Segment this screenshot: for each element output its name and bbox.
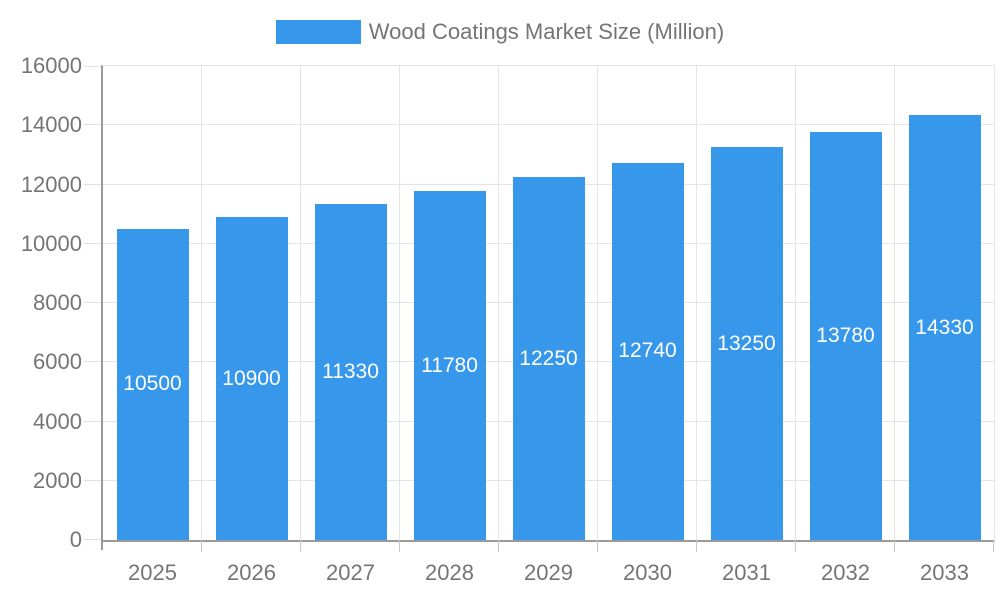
x-axis-tick xyxy=(399,540,400,552)
x-axis-label: 2029 xyxy=(524,560,573,585)
y-axis-label: 4000 xyxy=(33,408,82,434)
x-axis-label: 2031 xyxy=(722,560,771,585)
x-axis-tick xyxy=(696,540,697,552)
x-axis-label: 2032 xyxy=(821,560,870,585)
x-axis-tick xyxy=(795,540,796,552)
bar-value-label: 14330 xyxy=(915,315,974,339)
y-axis-label: 10000 xyxy=(20,230,82,256)
y-axis-label: 12000 xyxy=(20,171,82,197)
y-axis-label: 2000 xyxy=(33,467,82,493)
x-axis-label: 2028 xyxy=(425,560,474,585)
bar[interactable]: 12250 xyxy=(512,177,585,540)
y-axis-tick xyxy=(84,302,101,303)
bar-value-label: 12740 xyxy=(618,339,677,363)
bar-value-label: 11780 xyxy=(421,353,478,377)
x-gridline xyxy=(795,66,796,540)
bar-value-label: 10500 xyxy=(123,372,182,396)
legend[interactable]: Wood Coatings Market Size (Million) xyxy=(0,19,1000,45)
y-axis-label: 6000 xyxy=(33,349,82,375)
x-gridline xyxy=(597,66,598,540)
y-axis-tick xyxy=(84,420,101,422)
bar[interactable]: 10500 xyxy=(116,228,189,540)
x-axis-tick xyxy=(201,540,202,552)
y-axis-tick xyxy=(84,479,101,481)
bar[interactable]: 13780 xyxy=(809,131,882,540)
legend-swatch xyxy=(275,20,361,44)
bar[interactable]: 10900 xyxy=(215,217,288,540)
plot-area: 0 2000 4000 6000 8000 10000 12000 14000 16000 105… xyxy=(21,54,995,585)
x-axis-tick xyxy=(993,540,994,552)
y-axis-tick xyxy=(84,66,101,67)
x-axis-tick xyxy=(498,540,499,552)
xtick axis-ext xyxy=(101,540,103,550)
x-axis-tick xyxy=(597,540,598,552)
bar-value-label: 12250 xyxy=(519,346,578,370)
x-gridline xyxy=(399,66,400,540)
x-axis-label: 2027 xyxy=(326,560,375,585)
x-gridline xyxy=(696,66,697,540)
legend-label: Wood Coatings Market Size (Million) xyxy=(368,19,725,44)
x-gridline xyxy=(300,66,301,540)
x-gridline xyxy=(894,66,895,540)
y-axis-tick xyxy=(84,124,101,126)
y-axis-label: 16000 xyxy=(20,53,82,78)
bar[interactable]: 12740 xyxy=(611,162,684,540)
y-axis-label: 8000 xyxy=(33,290,82,315)
bar-value-label: 13780 xyxy=(816,323,875,347)
y-gridline xyxy=(103,124,994,126)
y-axis-tick xyxy=(84,361,101,363)
x-gridline xyxy=(201,66,202,540)
x-axis-label: 2030 xyxy=(623,560,672,585)
bar[interactable]: 11330 xyxy=(314,204,387,540)
y-axis-tick xyxy=(84,242,101,244)
bar[interactable]: 11780 xyxy=(413,191,486,540)
bar-value-label: 10900 xyxy=(222,366,281,390)
bar[interactable]: 14330 xyxy=(908,115,981,540)
x-axis-tick xyxy=(300,540,301,552)
y-axis-label: 14000 xyxy=(20,112,82,138)
y-axis-tick xyxy=(84,183,101,185)
bar[interactable]: 13250 xyxy=(710,147,783,540)
bar-value-label: 13250 xyxy=(717,331,776,355)
x-gridline xyxy=(498,66,499,540)
x-axis-label: 2033 xyxy=(920,560,969,585)
x-axis-label: 2026 xyxy=(227,560,276,585)
y-axis-label: 0 xyxy=(69,527,82,552)
x-axis-tick xyxy=(894,540,895,552)
x-axis-label: 2025 xyxy=(128,560,177,585)
bar-value-label: 11330 xyxy=(322,360,379,384)
y-axis-tick xyxy=(84,539,101,540)
